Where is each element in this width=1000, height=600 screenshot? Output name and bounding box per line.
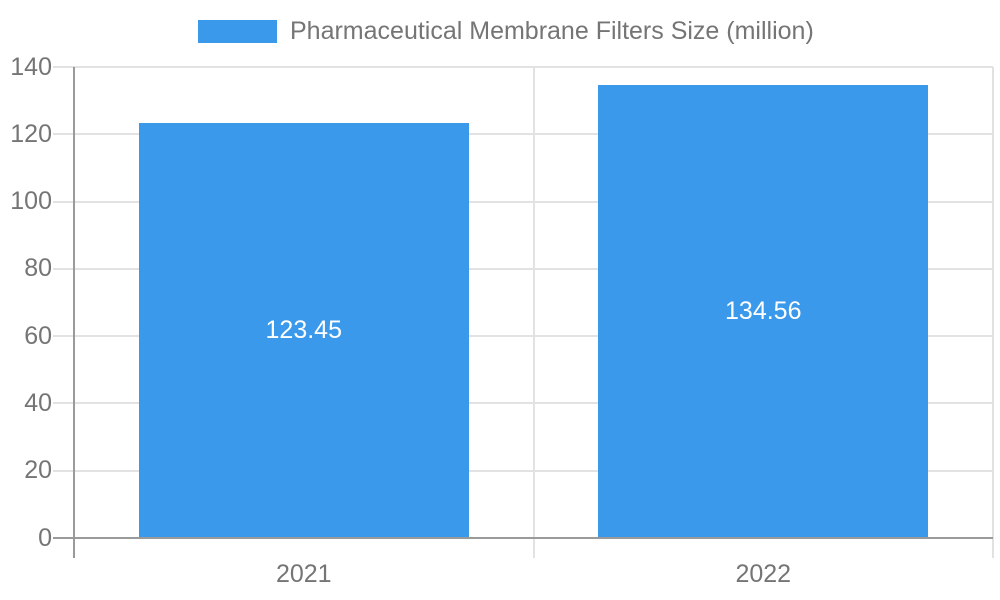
y-tick-label: 20 <box>24 456 52 485</box>
gridline <box>53 133 993 136</box>
legend-title: Pharmaceutical Membrane Filters Size (mi… <box>290 17 814 45</box>
y-tick-label: 60 <box>24 321 52 350</box>
gridline <box>53 402 993 405</box>
gridline <box>53 267 993 270</box>
zero-line <box>53 537 993 539</box>
gridline <box>53 335 993 338</box>
x-tick-label: 2022 <box>735 560 792 588</box>
bar-value-label: 134.56 <box>725 297 802 326</box>
bar: 123.45 <box>138 122 469 538</box>
gridline <box>53 469 993 472</box>
y-axis-line <box>73 67 75 558</box>
bar: 134.56 <box>598 85 929 538</box>
vertical-gridline <box>532 67 535 558</box>
x-tick-label: 2021 <box>275 560 332 588</box>
legend-swatch <box>198 20 277 43</box>
gridline <box>53 200 993 203</box>
y-tick-label: 100 <box>10 187 52 216</box>
y-tick-label: 80 <box>24 254 52 283</box>
legend: Pharmaceutical Membrane Filters Size (mi… <box>198 17 814 46</box>
y-tick-label: 40 <box>24 388 52 417</box>
y-tick-label: 120 <box>10 119 52 148</box>
bar-value-label: 123.45 <box>265 315 342 344</box>
y-tick-label: 0 <box>38 523 52 552</box>
vertical-gridline <box>992 67 994 558</box>
gridline <box>53 66 993 68</box>
plot-area: 0 20 40 60 80 100 120 140 123.45 2021 134.56 2022 <box>10 53 994 588</box>
y-tick-label: 140 <box>10 52 52 81</box>
